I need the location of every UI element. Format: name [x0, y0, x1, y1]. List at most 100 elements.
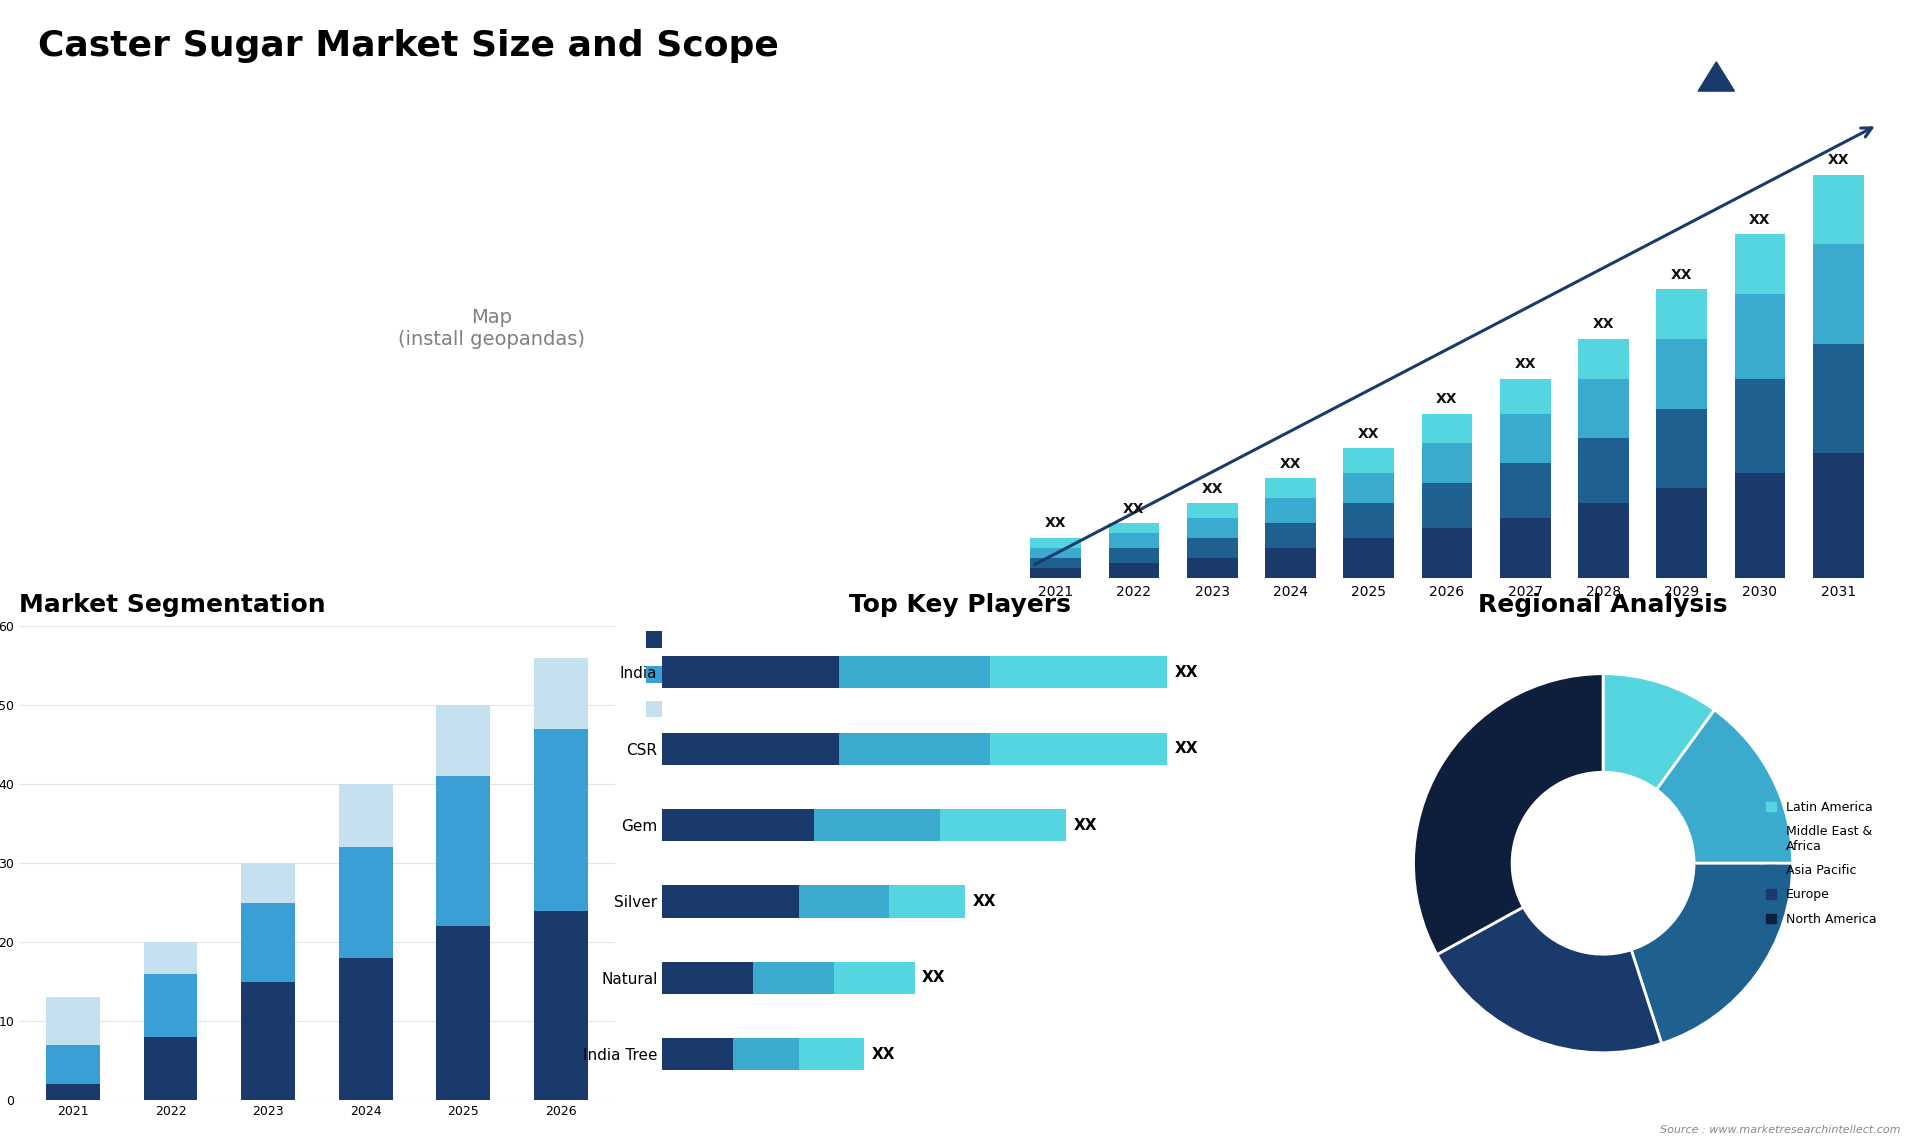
Bar: [144, 942, 198, 974]
Bar: [242, 863, 296, 903]
Bar: [1734, 378, 1786, 473]
Bar: [1657, 289, 1707, 339]
Bar: [733, 1038, 799, 1070]
Bar: [1187, 558, 1238, 578]
Bar: [338, 784, 392, 847]
Bar: [144, 974, 198, 1037]
Bar: [46, 1045, 100, 1084]
Bar: [1578, 339, 1628, 378]
Bar: [534, 658, 588, 729]
Bar: [436, 776, 490, 926]
Bar: [1031, 567, 1081, 578]
Bar: [799, 886, 889, 918]
Text: Market Segmentation: Market Segmentation: [19, 594, 326, 618]
Bar: [1265, 523, 1315, 548]
Bar: [1578, 503, 1628, 578]
Bar: [1421, 414, 1473, 444]
Text: INTELLECT: INTELLECT: [1786, 85, 1834, 94]
Bar: [144, 1037, 198, 1100]
Text: XX: XX: [922, 971, 947, 986]
Bar: [436, 926, 490, 1100]
Text: XX: XX: [872, 1046, 895, 1062]
Bar: [1187, 503, 1238, 518]
Bar: [814, 809, 939, 841]
Bar: [1344, 503, 1394, 537]
Bar: [1344, 473, 1394, 503]
Bar: [662, 732, 839, 764]
Bar: [1734, 473, 1786, 578]
Text: Map
(install geopandas): Map (install geopandas): [397, 308, 586, 350]
Title: Top Key Players: Top Key Players: [849, 594, 1071, 618]
Bar: [534, 911, 588, 1100]
Bar: [1031, 548, 1081, 558]
Bar: [662, 886, 799, 918]
Bar: [1421, 528, 1473, 578]
Bar: [1812, 344, 1864, 454]
Bar: [1265, 548, 1315, 578]
Bar: [1031, 537, 1081, 548]
Bar: [436, 705, 490, 776]
Bar: [1421, 444, 1473, 484]
Bar: [1265, 499, 1315, 523]
Bar: [1578, 439, 1628, 503]
Wedge shape: [1632, 863, 1793, 1044]
Text: XX: XX: [1175, 741, 1198, 756]
Bar: [1500, 414, 1551, 463]
Bar: [46, 1084, 100, 1100]
Bar: [1812, 454, 1864, 578]
Bar: [46, 997, 100, 1045]
Bar: [1812, 174, 1864, 244]
Legend: Type, Application, Geography: Type, Application, Geography: [647, 634, 758, 719]
Bar: [662, 809, 814, 841]
Wedge shape: [1436, 908, 1661, 1053]
Bar: [1031, 558, 1081, 567]
Bar: [338, 847, 392, 958]
Text: XX: XX: [1175, 665, 1198, 680]
Text: XX: XX: [1594, 317, 1615, 331]
Bar: [1108, 523, 1160, 533]
Text: XX: XX: [1123, 502, 1144, 516]
Bar: [1187, 537, 1238, 558]
Polygon shape: [1692, 50, 1740, 96]
Text: XX: XX: [1749, 213, 1770, 227]
Text: XX: XX: [1670, 268, 1692, 282]
Bar: [839, 657, 991, 689]
Text: XX: XX: [1436, 392, 1457, 406]
Text: XX: XX: [973, 894, 996, 909]
Bar: [753, 961, 833, 994]
Legend: Latin America, Middle East &
Africa, Asia Pacific, Europe, North America: Latin America, Middle East & Africa, Asi…: [1761, 795, 1882, 931]
Bar: [1108, 533, 1160, 548]
Bar: [1344, 448, 1394, 473]
Bar: [1734, 235, 1786, 295]
Text: RESEARCH: RESEARCH: [1786, 68, 1836, 76]
Text: XX: XX: [1202, 481, 1223, 496]
Bar: [242, 903, 296, 982]
Bar: [662, 657, 839, 689]
Bar: [338, 958, 392, 1100]
Wedge shape: [1657, 709, 1793, 863]
Bar: [662, 961, 753, 994]
Bar: [1187, 518, 1238, 537]
Text: MARKET: MARKET: [1786, 49, 1824, 58]
Bar: [839, 732, 991, 764]
Bar: [1500, 463, 1551, 518]
Polygon shape: [1697, 62, 1734, 91]
Bar: [242, 982, 296, 1100]
Bar: [939, 809, 1066, 841]
Text: XX: XX: [1044, 517, 1066, 531]
Wedge shape: [1413, 674, 1603, 955]
Wedge shape: [1603, 674, 1715, 790]
Text: XX: XX: [1515, 358, 1536, 371]
Bar: [889, 886, 966, 918]
Text: Caster Sugar Market Size and Scope: Caster Sugar Market Size and Scope: [38, 29, 780, 63]
Bar: [1108, 548, 1160, 563]
Bar: [662, 1038, 733, 1070]
Text: XX: XX: [1357, 427, 1379, 441]
Text: XX: XX: [1281, 457, 1302, 471]
Title: Regional Analysis: Regional Analysis: [1478, 594, 1728, 618]
Bar: [1578, 378, 1628, 439]
Bar: [1265, 478, 1315, 499]
Bar: [799, 1038, 864, 1070]
Bar: [1108, 563, 1160, 578]
Bar: [1812, 244, 1864, 344]
